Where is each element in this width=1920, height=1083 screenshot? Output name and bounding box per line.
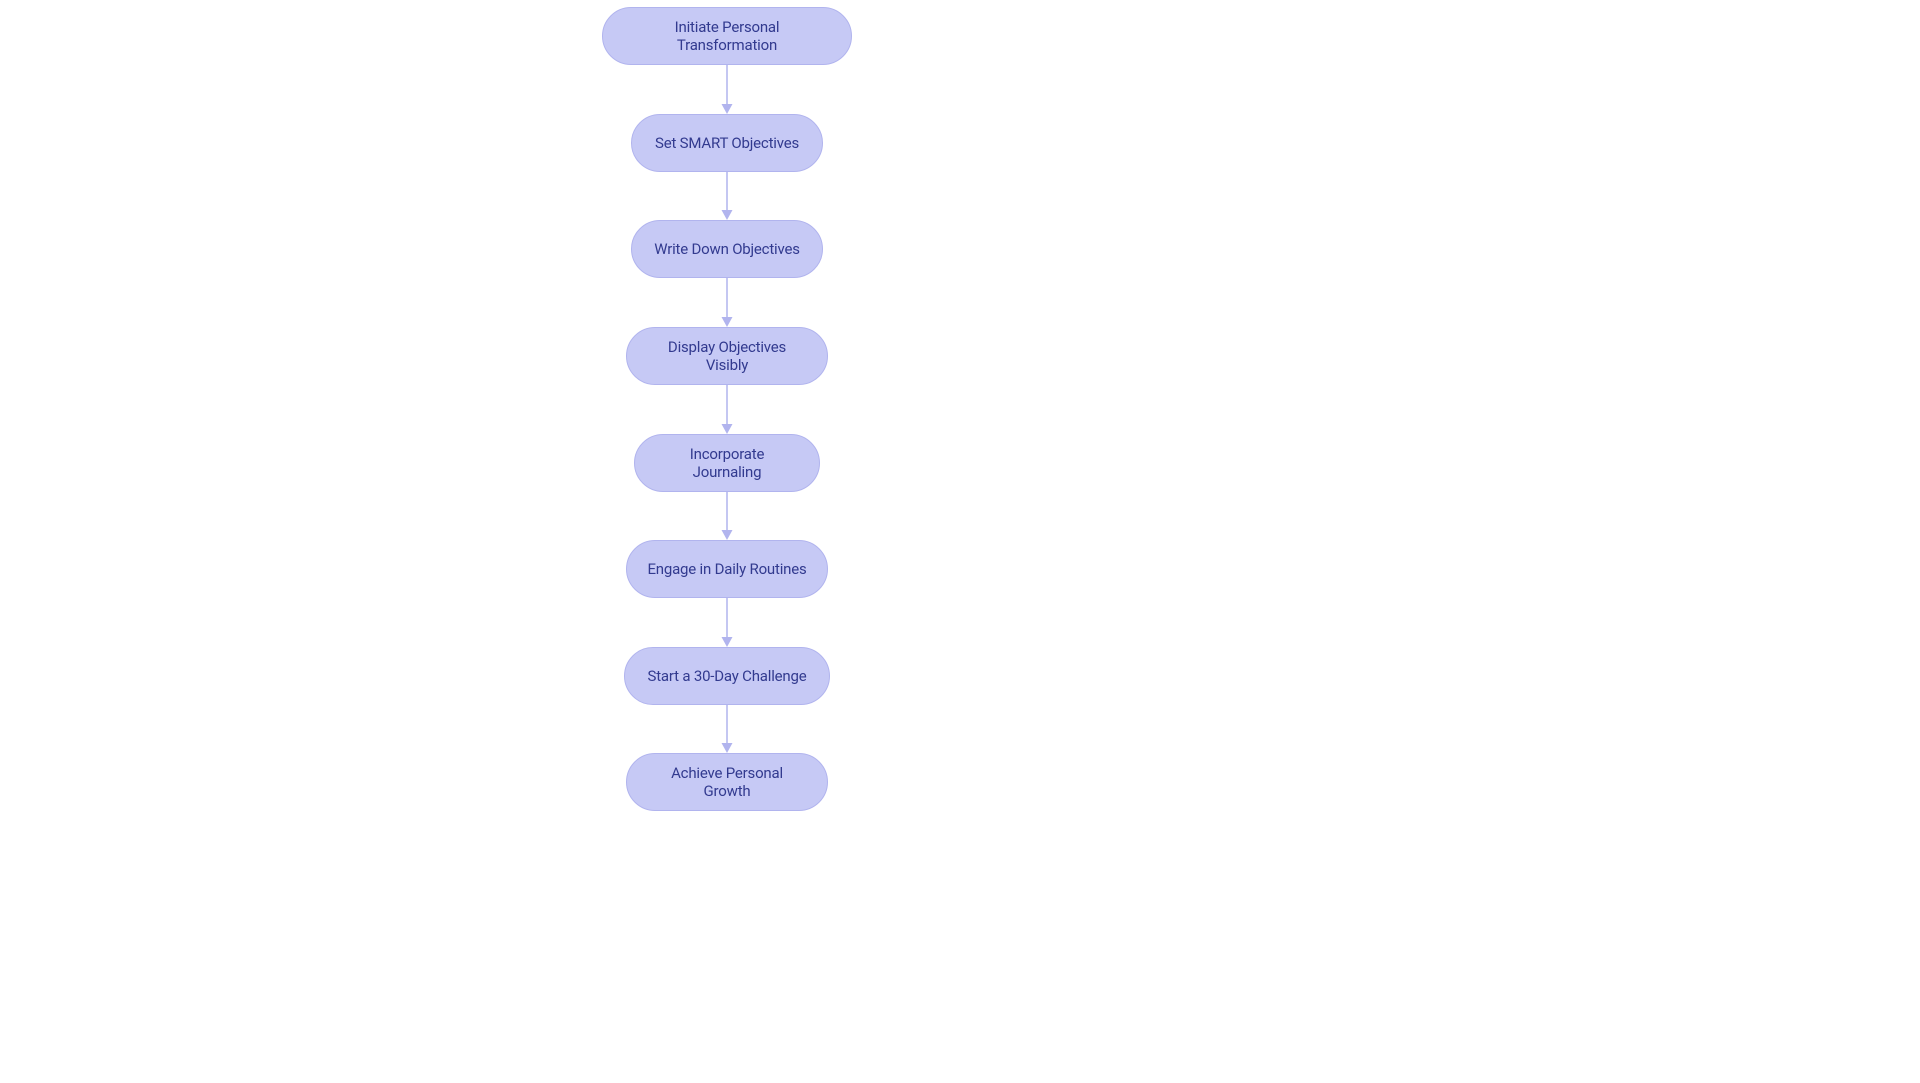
flowchart-node: Display Objectives Visibly: [626, 327, 828, 385]
node-label: Display Objectives Visibly: [647, 338, 807, 374]
edge-arrow: [715, 492, 739, 540]
edge-arrow: [715, 172, 739, 220]
node-label: Achieve Personal Growth: [647, 764, 807, 800]
flowchart-node: Set SMART Objectives: [631, 114, 823, 172]
flowchart-node: Initiate Personal Transformation: [602, 7, 852, 65]
node-label: Start a 30-Day Challenge: [648, 667, 807, 685]
flowchart-node: Engage in Daily Routines: [626, 540, 828, 598]
flowchart-node: Start a 30-Day Challenge: [624, 647, 830, 705]
flowchart-node: Achieve Personal Growth: [626, 753, 828, 811]
flowchart-node: Write Down Objectives: [631, 220, 823, 278]
edge-arrow: [715, 278, 739, 327]
node-label: Set SMART Objectives: [655, 134, 799, 152]
edge-arrow: [715, 385, 739, 434]
node-label: Initiate Personal Transformation: [623, 18, 831, 54]
flowchart-container: Initiate Personal Transformation Set SMAR…: [0, 0, 1920, 1083]
edge-arrow: [715, 65, 739, 114]
flowchart-node: Incorporate Journaling: [634, 434, 820, 492]
node-label: Incorporate Journaling: [655, 445, 799, 481]
edge-arrow: [715, 705, 739, 753]
node-label: Engage in Daily Routines: [647, 560, 806, 578]
edge-arrow: [715, 598, 739, 647]
node-label: Write Down Objectives: [654, 240, 800, 258]
